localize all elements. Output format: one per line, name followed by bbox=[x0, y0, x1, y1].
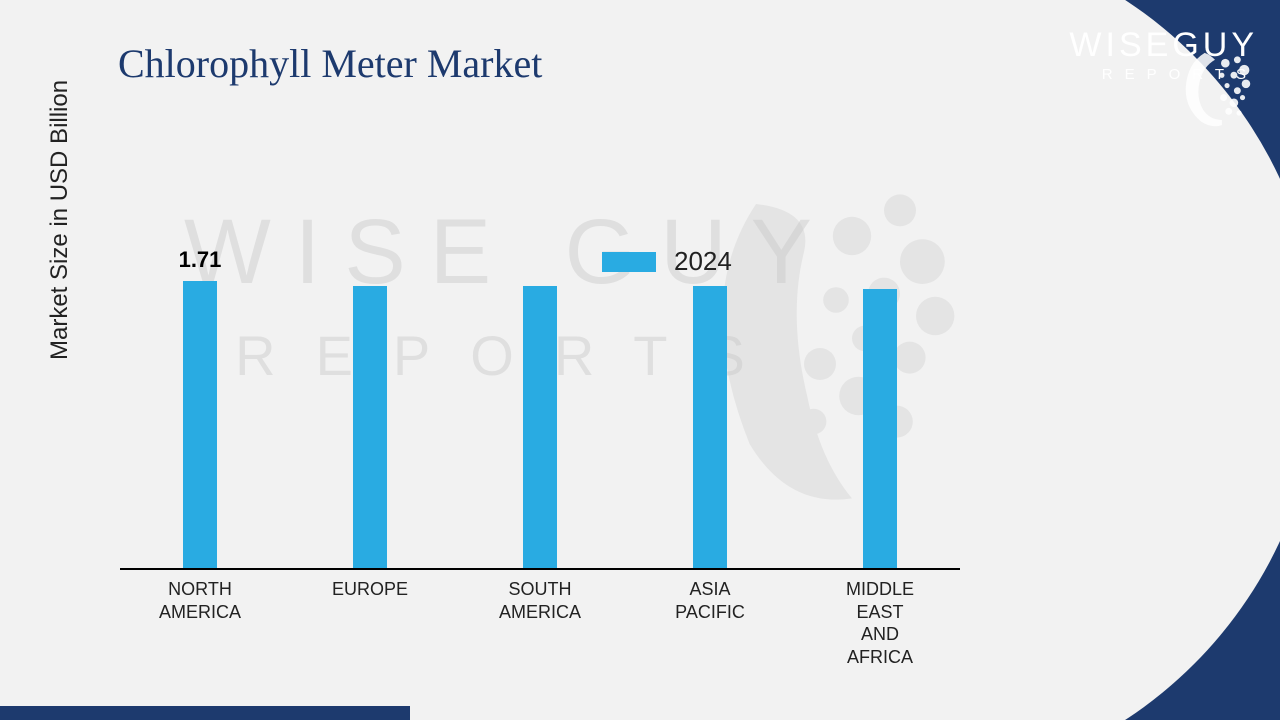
x-axis-category-label: ASIAPACIFIC bbox=[635, 578, 785, 623]
x-axis-category-label: NORTHAMERICA bbox=[125, 578, 275, 623]
plot-area: 1.71NORTHAMERICAEUROPESOUTHAMERICAASIAPA… bbox=[120, 150, 960, 570]
brand-logo: WISEGUY REPORTS bbox=[1069, 28, 1258, 83]
x-axis-category-label: MIDDLEEASTANDAFRICA bbox=[805, 578, 955, 668]
bar bbox=[353, 286, 387, 568]
bar bbox=[693, 286, 727, 568]
bar bbox=[183, 281, 217, 568]
bottom-strip bbox=[0, 706, 410, 720]
x-axis-category-label: EUROPE bbox=[295, 578, 445, 601]
x-axis-line bbox=[120, 568, 960, 570]
bar bbox=[863, 289, 897, 568]
chart-canvas: WISE GUY REPORTS Chlorophyll Meter Marke… bbox=[0, 0, 1280, 720]
bar bbox=[523, 286, 557, 568]
chart-title: Chlorophyll Meter Market bbox=[118, 40, 542, 87]
logo-head-icon bbox=[1172, 46, 1258, 132]
x-axis-category-label: SOUTHAMERICA bbox=[465, 578, 615, 623]
y-axis-label: Market Size in USD Billion bbox=[46, 80, 74, 360]
bar-value-label: 1.71 bbox=[179, 247, 222, 273]
